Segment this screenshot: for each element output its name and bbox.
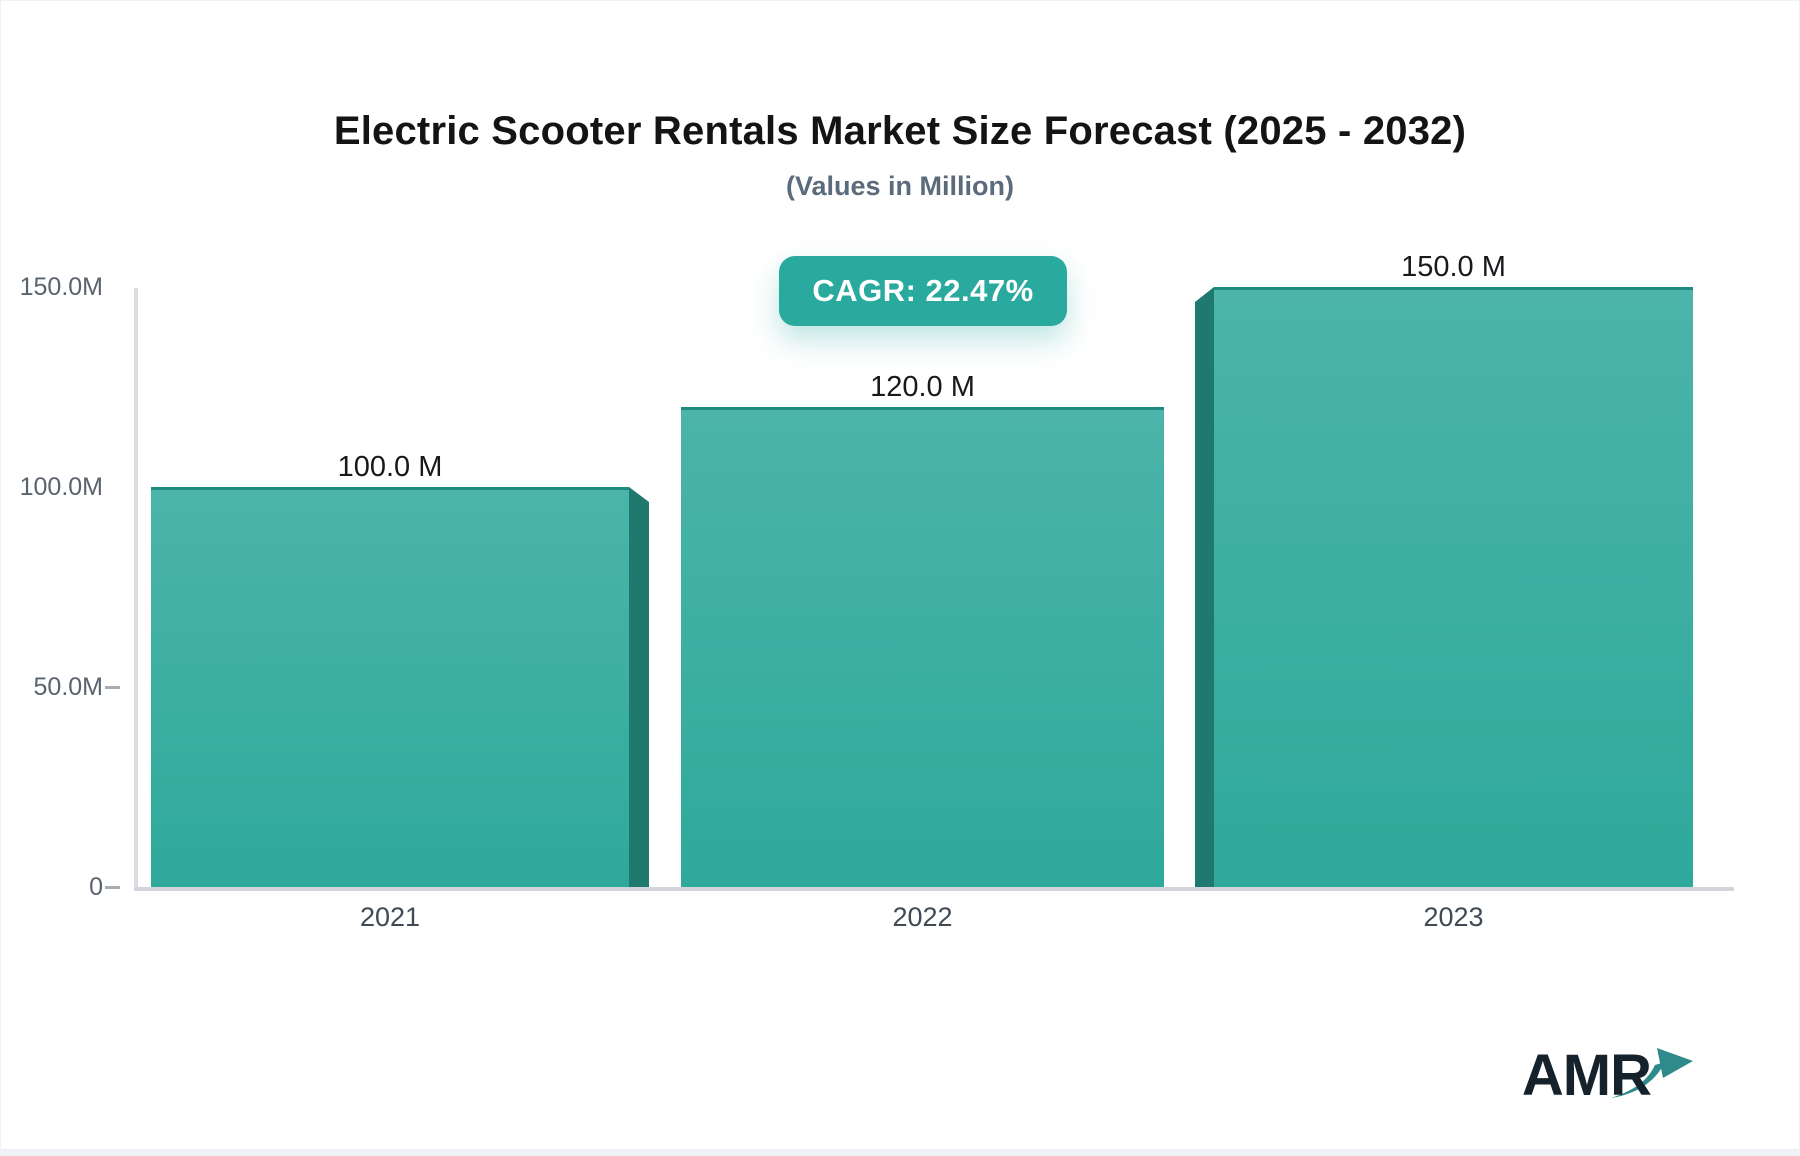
bar (681, 407, 1164, 887)
bottom-edge-strip (1, 1149, 1799, 1155)
y-axis-tick-mark (105, 686, 120, 689)
bar (151, 487, 629, 887)
chart-subtitle: (Values in Million) (785, 171, 1015, 201)
x-axis-category-label: 2023 (1423, 902, 1484, 932)
y-axis-tick-label: 100.0M (19, 473, 103, 501)
bar-value-label: 150.0 M (1401, 251, 1506, 283)
bar (1214, 287, 1693, 887)
cagr-badge: CAGR: 22.47% (779, 256, 1067, 326)
bar-value-label: 100.0 M (337, 451, 443, 483)
bar-3d-side (629, 487, 649, 887)
y-axis-tick-label: 150.0M (19, 273, 103, 301)
x-axis-line (134, 887, 1734, 891)
growth-arrow-icon (1611, 1042, 1695, 1107)
amr-logo-text: AMR (1521, 1043, 1652, 1108)
amr-logo: AMR (1521, 1038, 1695, 1108)
y-axis-tick-mark (105, 886, 120, 889)
x-axis-category-label: 2021 (359, 902, 421, 932)
x-axis-category-label: 2022 (892, 902, 953, 932)
y-axis-tick-label: 0 (89, 873, 103, 901)
chart-title: Electric Scooter Rentals Market Size For… (333, 109, 1467, 153)
bar-3d-side (1195, 287, 1214, 887)
y-axis-tick-label: 50.0M (33, 673, 103, 701)
bar-value-label: 120.0 M (870, 371, 975, 403)
y-axis-line (134, 288, 138, 889)
